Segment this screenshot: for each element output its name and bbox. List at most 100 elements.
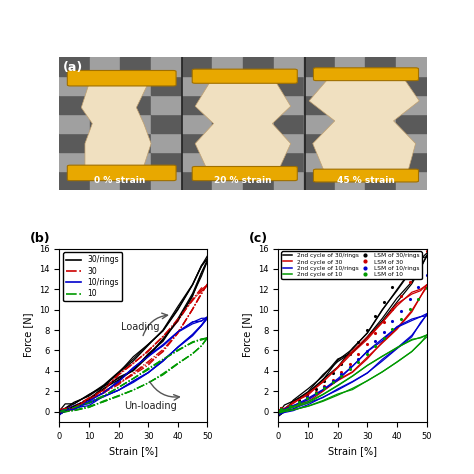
Bar: [182, 114, 212, 133]
Bar: [182, 171, 212, 190]
Bar: [151, 171, 182, 190]
Bar: [59, 133, 90, 152]
Bar: [120, 171, 151, 190]
Bar: [304, 76, 335, 95]
Bar: [212, 171, 243, 190]
Text: (c): (c): [249, 232, 268, 245]
Bar: [90, 171, 120, 190]
X-axis label: Strain [%]: Strain [%]: [109, 446, 158, 456]
Bar: [365, 95, 396, 114]
Bar: [365, 57, 396, 76]
X-axis label: Strain [%]: Strain [%]: [328, 446, 377, 456]
Bar: [182, 76, 212, 95]
Bar: [365, 133, 396, 152]
Bar: [335, 57, 365, 76]
Y-axis label: Force [N]: Force [N]: [23, 313, 33, 357]
Bar: [335, 95, 365, 114]
Bar: [243, 171, 273, 190]
Bar: [273, 114, 304, 133]
FancyBboxPatch shape: [67, 165, 176, 181]
Bar: [120, 114, 151, 133]
Bar: [59, 57, 90, 76]
Bar: [182, 133, 212, 152]
Bar: [365, 152, 396, 171]
Bar: [151, 152, 182, 171]
Text: 20 % strain: 20 % strain: [214, 176, 272, 185]
Bar: [243, 57, 273, 76]
Bar: [396, 133, 427, 152]
Bar: [335, 171, 365, 190]
Text: (b): (b): [29, 232, 50, 245]
Bar: [151, 133, 182, 152]
Legend: 2nd cycle of 30/rings, 2nd cycle of 30, 2nd cycle of 10/rings, 2nd cycle of 10, : 2nd cycle of 30/rings, 2nd cycle of 30, …: [282, 251, 421, 279]
Bar: [273, 133, 304, 152]
Bar: [212, 114, 243, 133]
FancyBboxPatch shape: [192, 69, 297, 83]
Bar: [212, 57, 243, 76]
Bar: [304, 171, 335, 190]
Bar: [90, 114, 120, 133]
Bar: [243, 114, 273, 133]
Bar: [212, 133, 243, 152]
Text: Un-loading: Un-loading: [124, 401, 177, 410]
Bar: [90, 133, 120, 152]
FancyBboxPatch shape: [313, 169, 419, 182]
Bar: [120, 57, 151, 76]
FancyBboxPatch shape: [67, 71, 176, 86]
Polygon shape: [309, 80, 419, 170]
Bar: [90, 95, 120, 114]
Bar: [273, 76, 304, 95]
Bar: [365, 114, 396, 133]
Bar: [396, 171, 427, 190]
Bar: [59, 152, 90, 171]
Polygon shape: [82, 85, 151, 166]
Bar: [273, 152, 304, 171]
Bar: [243, 76, 273, 95]
Bar: [273, 95, 304, 114]
Bar: [212, 152, 243, 171]
Bar: [365, 76, 396, 95]
Bar: [243, 152, 273, 171]
Bar: [90, 76, 120, 95]
Bar: [120, 76, 151, 95]
Bar: [212, 95, 243, 114]
Bar: [335, 152, 365, 171]
Polygon shape: [195, 82, 291, 168]
Bar: [90, 152, 120, 171]
Bar: [151, 95, 182, 114]
Bar: [335, 114, 365, 133]
Text: 45 % strain: 45 % strain: [337, 176, 395, 185]
FancyBboxPatch shape: [192, 166, 297, 181]
Bar: [396, 76, 427, 95]
Bar: [59, 171, 90, 190]
Bar: [182, 95, 212, 114]
Bar: [273, 57, 304, 76]
Bar: [120, 133, 151, 152]
Bar: [59, 76, 90, 95]
Bar: [396, 57, 427, 76]
Bar: [120, 152, 151, 171]
Bar: [59, 95, 90, 114]
Text: (a): (a): [63, 61, 83, 74]
Bar: [273, 171, 304, 190]
Bar: [304, 57, 335, 76]
Bar: [212, 76, 243, 95]
FancyBboxPatch shape: [313, 68, 419, 81]
Bar: [151, 57, 182, 76]
Bar: [304, 95, 335, 114]
Bar: [335, 76, 365, 95]
Bar: [304, 152, 335, 171]
Bar: [335, 133, 365, 152]
Bar: [304, 133, 335, 152]
Bar: [396, 152, 427, 171]
Y-axis label: Force [N]: Force [N]: [243, 313, 253, 357]
Bar: [365, 171, 396, 190]
Legend: 30/rings, 30, 10/rings, 10: 30/rings, 30, 10/rings, 10: [63, 252, 122, 301]
Text: 0 % strain: 0 % strain: [94, 176, 146, 185]
Bar: [396, 114, 427, 133]
Text: Loading: Loading: [121, 322, 160, 332]
Bar: [243, 95, 273, 114]
Bar: [90, 57, 120, 76]
Bar: [304, 114, 335, 133]
Bar: [182, 152, 212, 171]
